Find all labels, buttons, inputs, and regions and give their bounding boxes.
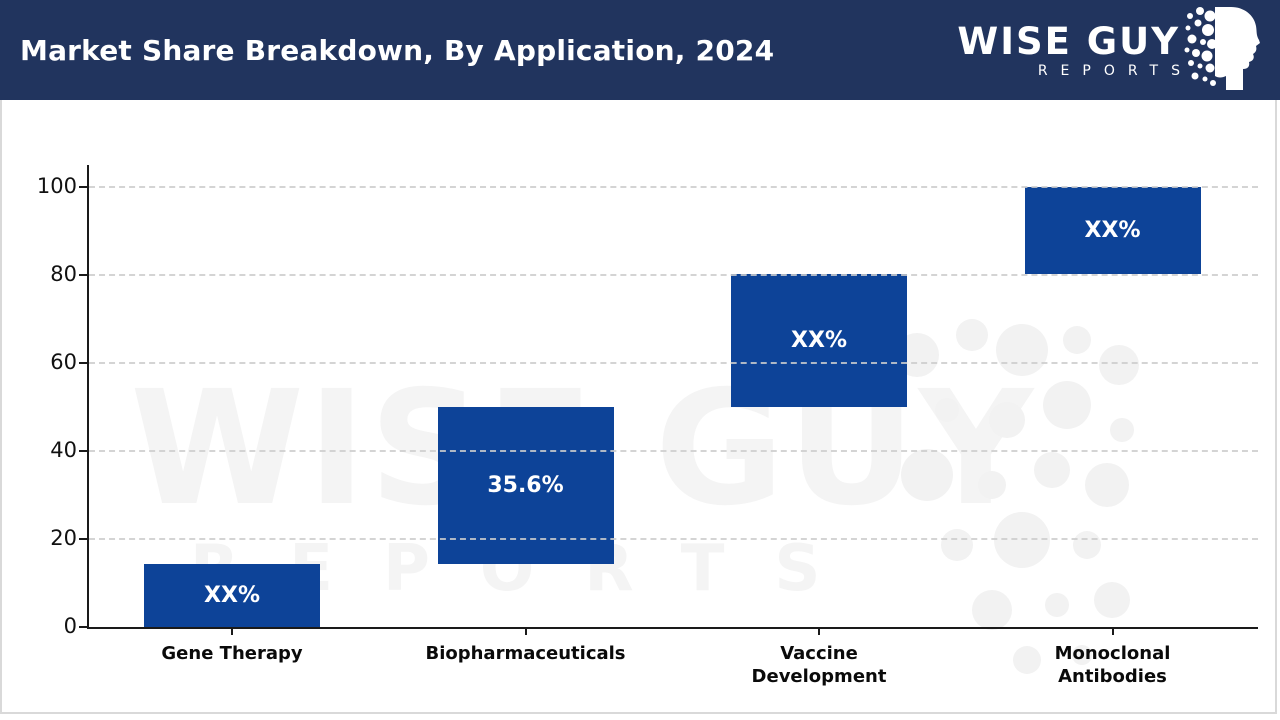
y-tick-label: 60 <box>50 350 77 374</box>
bar: XX% <box>731 273 907 407</box>
bar-value-label: XX% <box>204 582 260 608</box>
x-tick-mark <box>231 627 233 635</box>
header-bar: Market Share Breakdown, By Application, … <box>0 0 1280 100</box>
x-tick-label: Gene Therapy <box>161 643 303 664</box>
y-tick-label: 40 <box>50 438 77 462</box>
plot-area: XX% 35.6% XX% XX% 0 20 40 60 80 100 Gene Therapy B… <box>37 165 1258 687</box>
page-title: Market Share Breakdown, By Application, … <box>20 33 775 67</box>
bar: 35.6% <box>437 407 614 564</box>
y-gridline <box>89 450 1258 452</box>
logo-face-icon <box>1182 6 1260 94</box>
y-tick-mark <box>79 362 88 364</box>
y-tick-mark <box>79 274 88 276</box>
y-tick-label: 0 <box>63 614 77 638</box>
x-tick-mark <box>818 627 820 635</box>
y-gridline <box>89 538 1258 540</box>
logo-text: WISE GUY REPORTS <box>957 23 1180 78</box>
bar-value-label: XX% <box>1084 217 1141 243</box>
y-tick-mark <box>79 626 88 628</box>
bar: XX% <box>1024 187 1201 274</box>
y-tick-label: 20 <box>50 526 77 550</box>
wise-guy-logo: WISE GUY REPORTS <box>957 6 1260 94</box>
y-gridline <box>89 186 1258 188</box>
bar-value-label: XX% <box>791 327 847 353</box>
y-gridline <box>89 362 1258 364</box>
y-tick-mark <box>79 186 88 188</box>
x-tick-label: Vaccine Development <box>751 643 887 688</box>
x-tick-label: Monoclonal Antibodies <box>1054 643 1171 688</box>
logo-wordmark: WISE GUY <box>957 19 1180 63</box>
logo-subtitle: REPORTS <box>1037 62 1193 79</box>
y-gridline <box>89 274 1258 276</box>
bar-value-label: 35.6% <box>487 472 564 498</box>
bar: XX% <box>144 563 320 627</box>
x-tick-mark <box>1111 627 1114 635</box>
y-tick-label: 100 <box>36 174 77 198</box>
y-tick-mark <box>79 450 88 452</box>
x-tick-label: Biopharmaceuticals <box>425 643 626 664</box>
y-tick-label: 80 <box>50 262 77 286</box>
x-tick-mark <box>524 627 527 635</box>
y-tick-mark <box>79 538 88 540</box>
